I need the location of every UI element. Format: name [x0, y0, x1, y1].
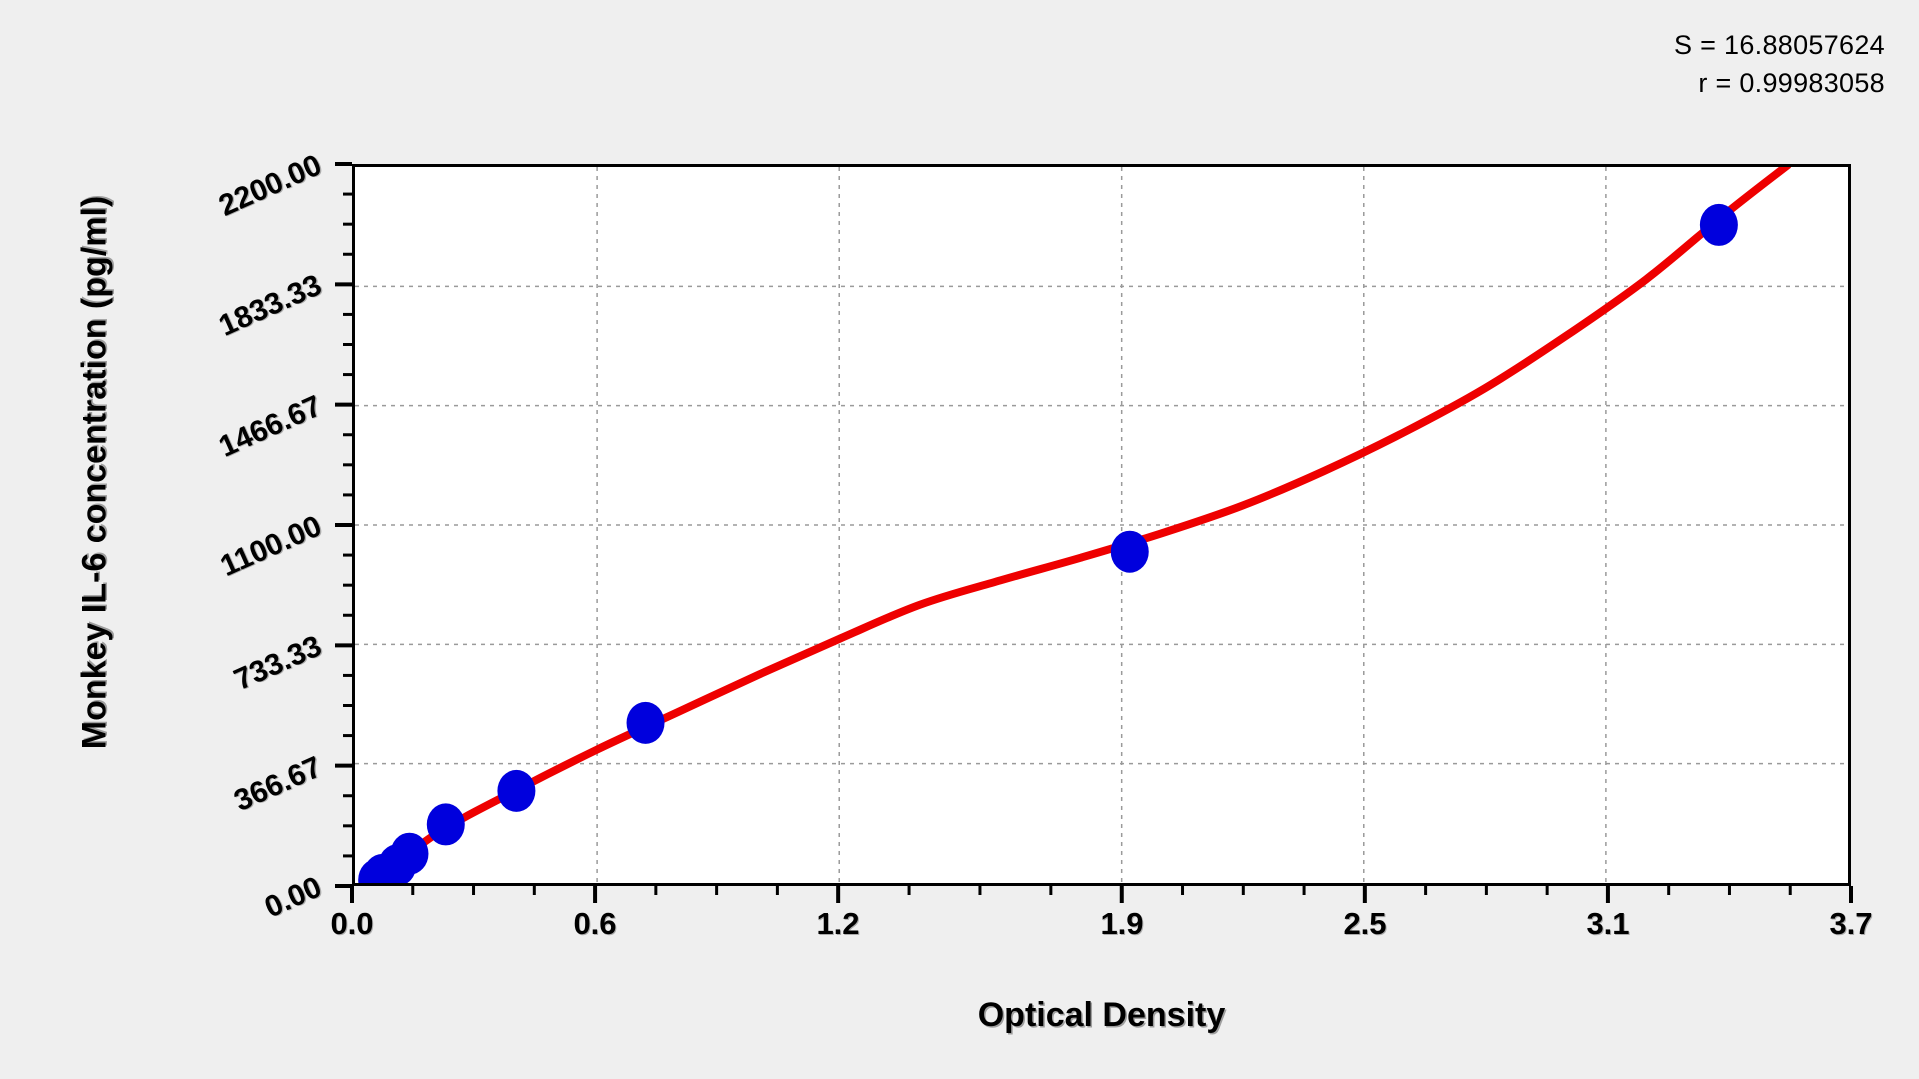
plot-svg [355, 167, 1848, 883]
y-tick-label: 366.67 [229, 750, 327, 818]
y-tick-label: 733.33 [229, 629, 327, 697]
correlation-coefficient-text: r = 0.99983058 [1698, 68, 1885, 99]
x-tick-label: 3.1 [1586, 906, 1630, 941]
x-tick-label: 2.5 [1343, 906, 1387, 941]
y-tick-label: 0.00 [259, 870, 327, 925]
y-tick-label: 2200.00 [214, 148, 327, 223]
data-point [1699, 203, 1738, 246]
standard-error-text: S = 16.88057624 [1674, 30, 1885, 60]
x-tick-label: 1.2 [816, 906, 860, 941]
x-tick-label: 0.6 [573, 906, 617, 941]
data-point [426, 803, 465, 846]
data-point [626, 701, 665, 744]
y-tick-label: 1466.67 [214, 389, 327, 464]
y-axis-title: Monkey IL-6 concentration (pg/ml) [75, 195, 114, 750]
x-tick-label: 3.7 [1829, 906, 1873, 941]
gridlines [355, 167, 1848, 883]
statistics-annotation: S = 16.88057624 r = 0.99983058 [1674, 26, 1885, 103]
x-tick-label: 1.9 [1100, 906, 1144, 941]
y-tick-label: 1100.00 [215, 509, 327, 584]
fitted-curve [371, 167, 1792, 883]
x-tick-label: 0.0 [330, 906, 374, 941]
data-points [358, 203, 1738, 883]
data-point [497, 769, 536, 812]
data-point [390, 832, 429, 875]
y-tick-label: 1833.33 [214, 268, 327, 343]
x-axis-title: Optical Density [977, 996, 1226, 1034]
plot-inner [355, 167, 1848, 883]
plot-area [352, 164, 1851, 886]
data-point [1110, 530, 1149, 573]
